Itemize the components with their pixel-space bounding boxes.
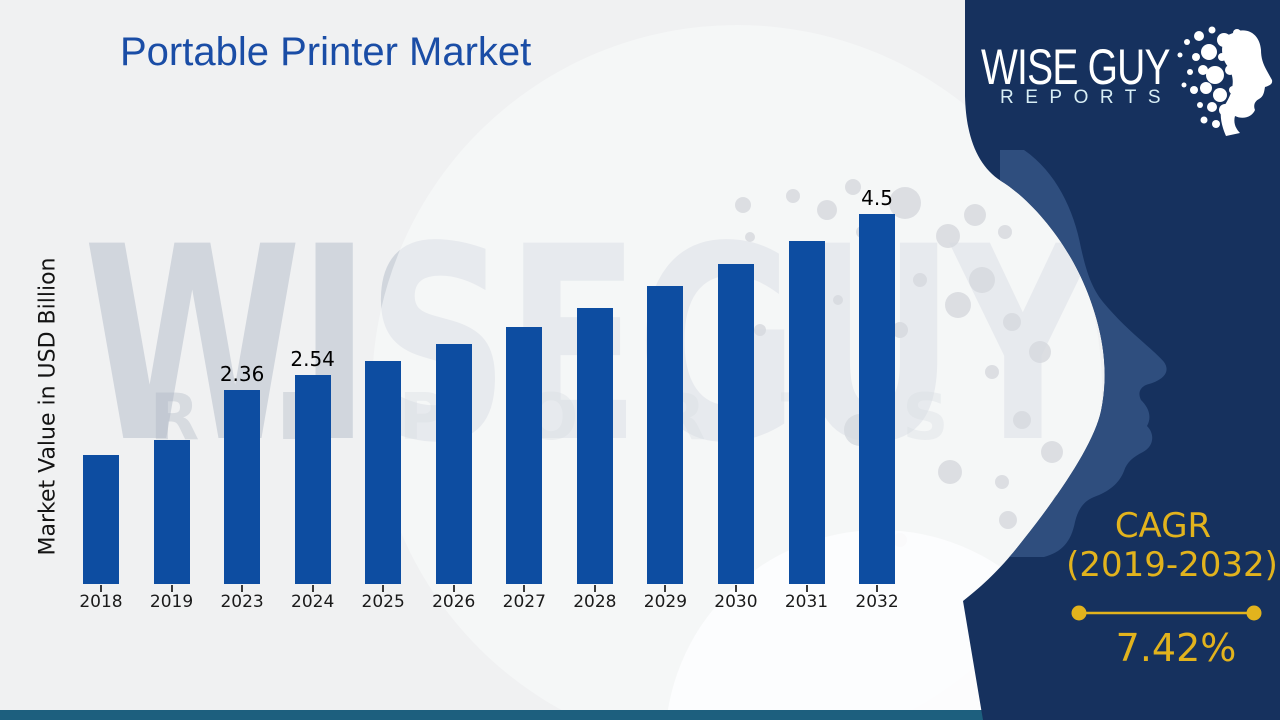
bar-2026	[435, 344, 472, 584]
x-axis-label-2024: 2024	[291, 592, 335, 612]
bar-value-label-2023: 2.36	[219, 362, 265, 386]
x-axis-tick	[805, 585, 808, 592]
x-axis-label-2031: 2031	[784, 592, 829, 612]
bar-2028	[576, 308, 613, 584]
bar-2023	[224, 390, 261, 584]
x-axis-label-2030: 2030	[714, 592, 758, 612]
bar-2031	[788, 241, 825, 584]
x-axis-label-2027: 2027	[502, 592, 546, 612]
x-axis-tick	[241, 585, 244, 592]
x-axis-label-2029: 2029	[643, 592, 688, 612]
x-axis-label-2032: 2032	[855, 592, 899, 612]
bar-value-label-2024: 2.54	[290, 347, 335, 371]
bar-2024	[294, 375, 331, 584]
x-axis-label-2028: 2028	[573, 592, 617, 612]
x-axis-tick	[523, 585, 526, 592]
x-axis-label-2023: 2023	[220, 592, 264, 612]
cagr-value: 7.42%	[1115, 626, 1237, 670]
x-axis-tick	[734, 585, 737, 592]
x-axis-tick	[100, 585, 102, 592]
x-axis-label-2019: 2019	[149, 592, 194, 612]
chart-title: Portable Printer Market	[120, 30, 532, 74]
x-axis-label-2025: 2025	[361, 592, 405, 612]
cagr-range: (2019-2032)	[1066, 545, 1278, 585]
x-axis-label-2026: 2026	[432, 592, 476, 612]
logo-subtitle: REPORTS	[1000, 87, 1173, 108]
bar-2027	[506, 327, 543, 584]
x-axis-tick	[170, 585, 173, 592]
footer-accent-bar	[0, 710, 1280, 720]
bar-2032	[859, 214, 896, 584]
bar-2019	[153, 440, 190, 584]
x-axis-tick	[452, 585, 455, 592]
x-axis-label-2018: 2018	[79, 592, 123, 612]
x-axis-tick	[311, 585, 314, 592]
bar-2018	[83, 455, 119, 584]
x-axis-tick	[664, 585, 667, 592]
cagr-label: CAGR	[1114, 506, 1212, 546]
x-axis-tick	[382, 585, 385, 592]
bar-2030	[717, 264, 754, 584]
x-axis-tick	[593, 585, 596, 592]
bar-2029	[647, 286, 684, 584]
x-axis-tick	[876, 585, 879, 592]
bar-value-label-2032: 4.5	[861, 186, 893, 210]
logo-wordmark: WISE GUY	[981, 39, 1171, 95]
bar-2025	[365, 361, 402, 584]
